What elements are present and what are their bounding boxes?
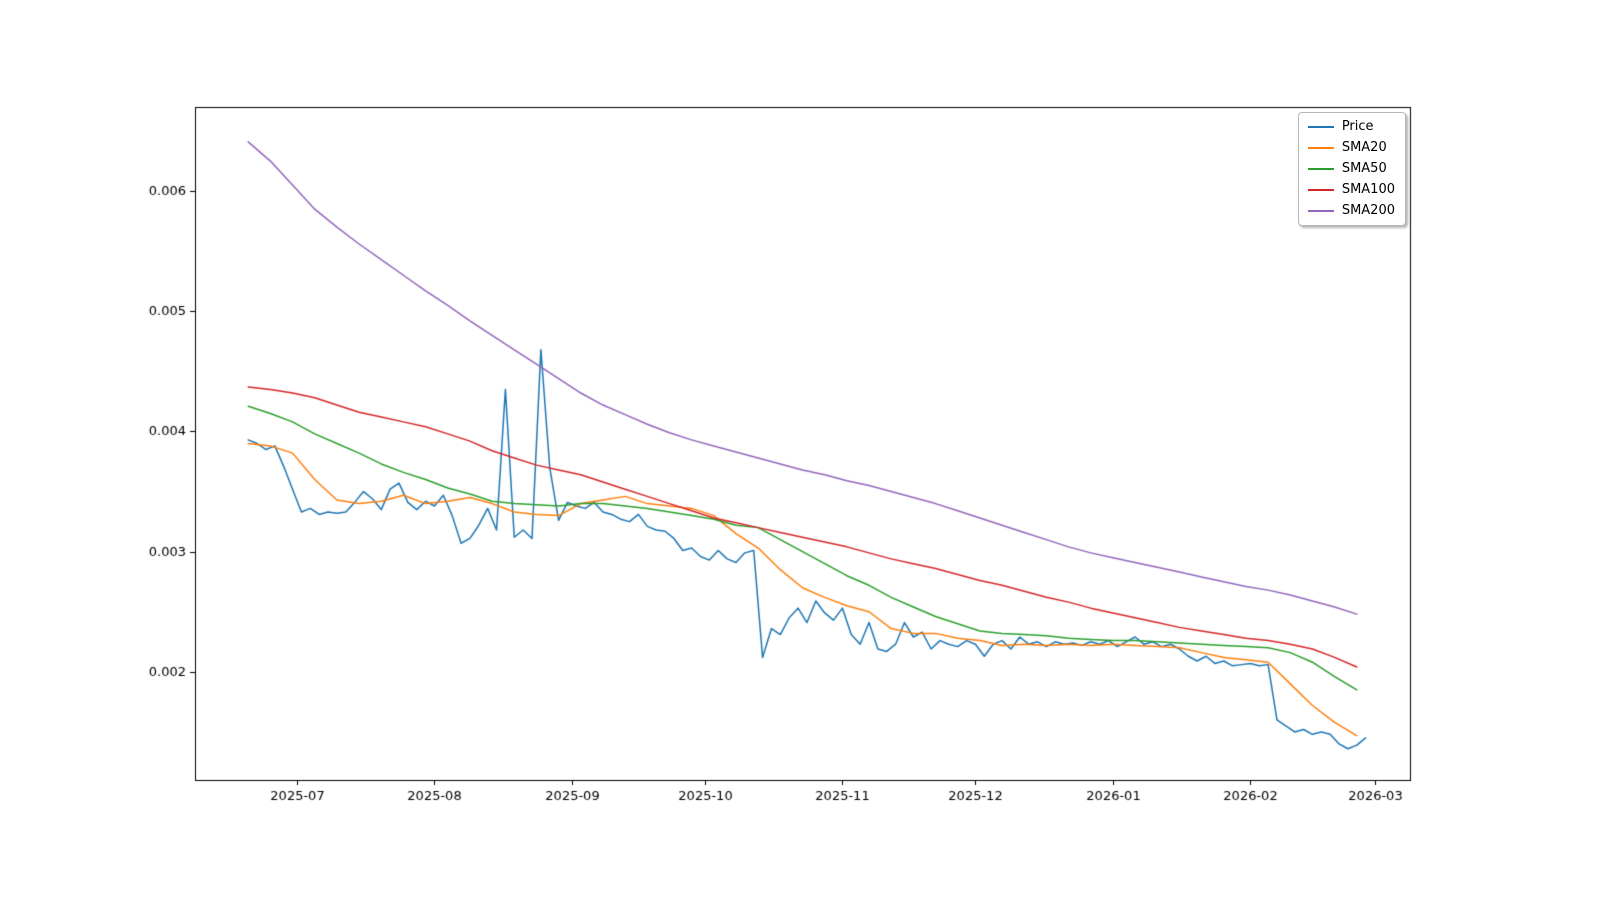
legend-line-swatch <box>1307 168 1334 170</box>
legend-line-swatch <box>1307 147 1334 149</box>
legend-label: SMA200 <box>1341 203 1395 218</box>
legend-entry-sma100: SMA100 <box>1307 182 1395 197</box>
legend-label: SMA20 <box>1341 140 1387 155</box>
legend-label: SMA50 <box>1341 161 1387 176</box>
legend: Price SMA20 SMA50 SMA100 SMA200 <box>1297 112 1406 226</box>
legend-line-swatch <box>1307 189 1334 191</box>
legend-line-swatch <box>1307 210 1334 212</box>
legend-label: SMA100 <box>1341 182 1395 197</box>
legend-label: Price <box>1341 119 1374 134</box>
legend-line-swatch <box>1307 126 1334 128</box>
legend-entry-sma50: SMA50 <box>1307 161 1395 176</box>
legend-entry-sma200: SMA200 <box>1307 203 1395 218</box>
legend-entry-price: Price <box>1307 119 1395 134</box>
legend-entry-sma20: SMA20 <box>1307 140 1395 155</box>
